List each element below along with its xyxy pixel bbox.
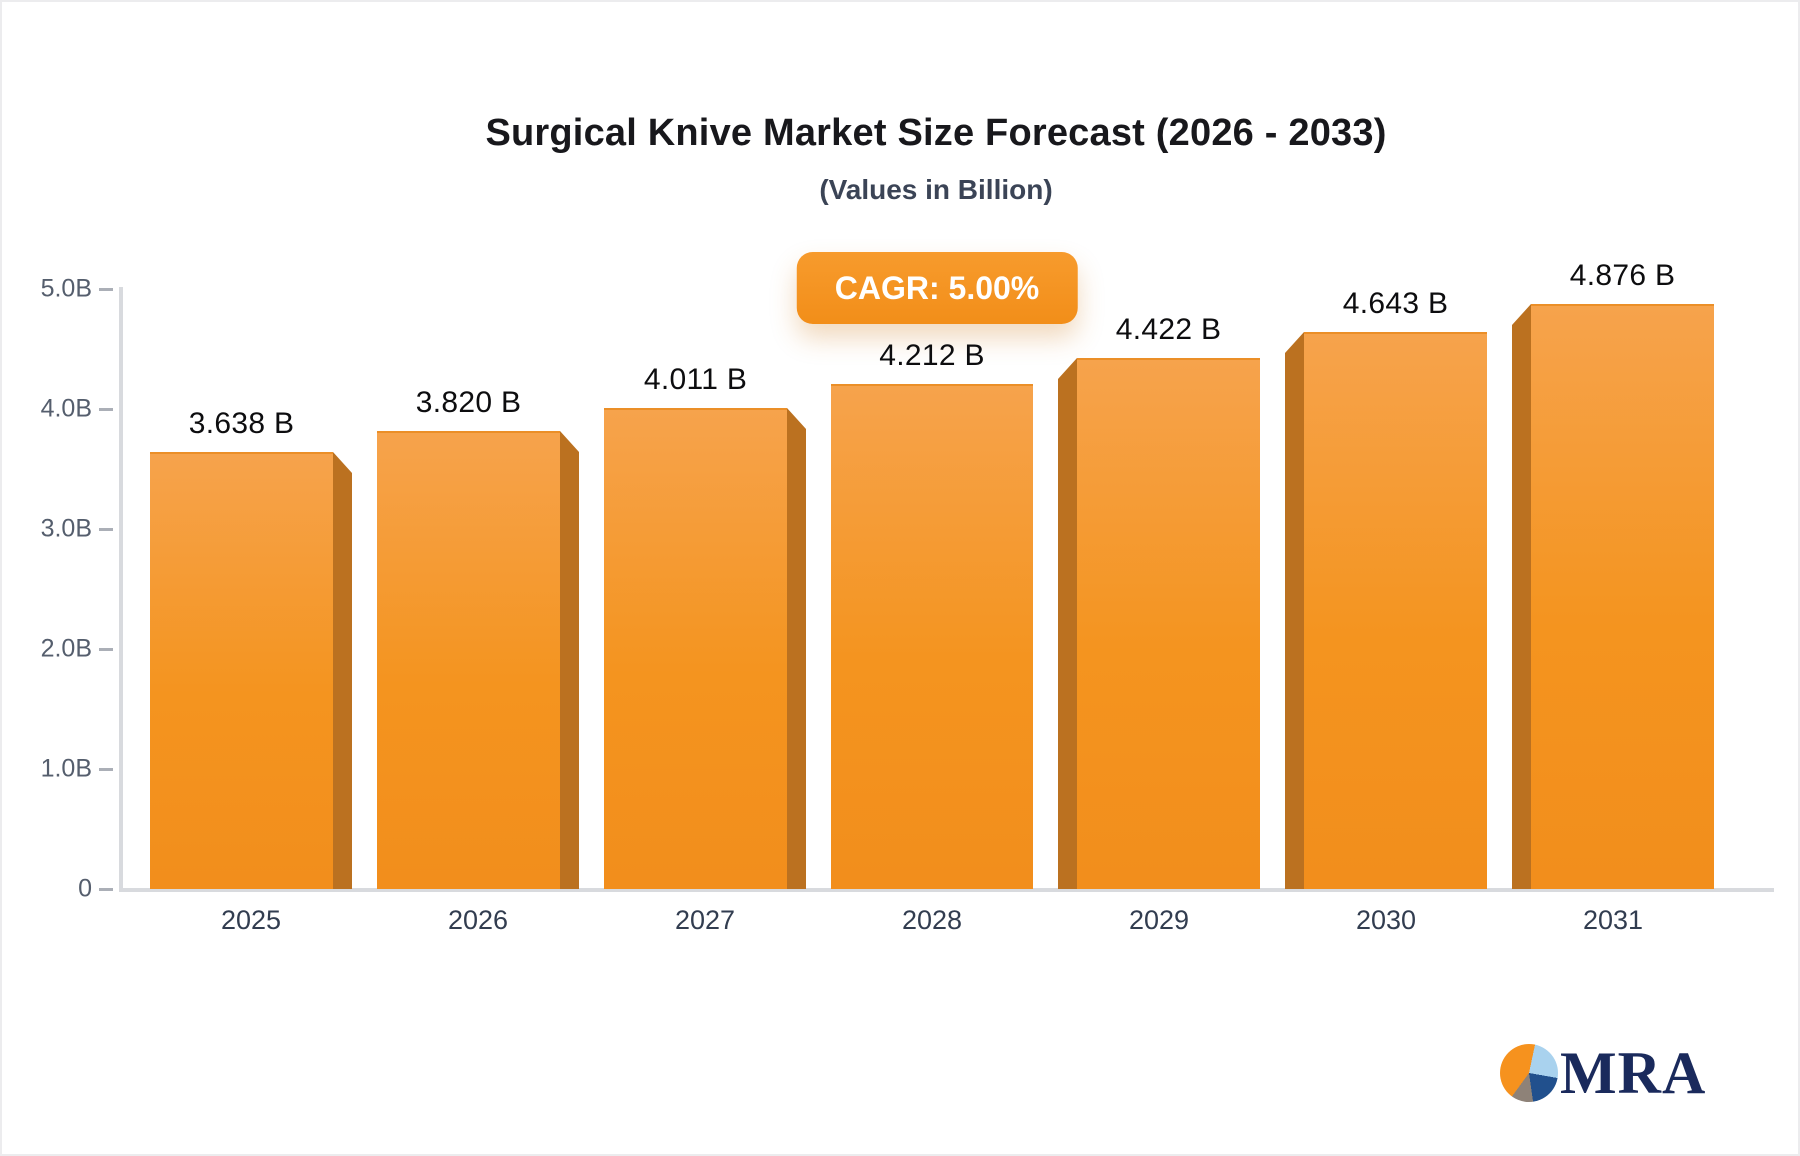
x-tick-label: 2029 [1128,905,1190,935]
x-tick-label: 2025 [220,905,282,935]
x-tick-label: 2028 [901,905,963,935]
y-axis-line [119,287,123,891]
bar-value-label: 3.820 B [415,386,522,419]
y-tick-mark [99,648,113,651]
bar-value-label: 4.876 B [1569,259,1676,292]
bar-2025 [150,452,352,889]
bar-side-shade [1512,304,1531,889]
bar-side-shade [1285,332,1304,889]
bar-side-shade [560,431,579,889]
chart-title: Surgical Knive Market Size Forecast (202… [485,112,1387,154]
y-tick-label: 4.0B [40,394,92,423]
y-tick-mark [99,888,113,891]
brand-logo-text: MRA [1560,1039,1707,1106]
y-tick-mark [99,288,113,291]
x-axis-line [119,888,1774,892]
bar-value-label: 4.011 B [643,363,748,396]
y-tick-label: 3.0B [40,514,92,543]
bar-face [831,384,1033,889]
bar-side-shade [333,452,352,889]
x-tick-label: 2031 [1582,905,1644,935]
y-tick-mark [99,408,113,411]
bar-side-shade [787,408,806,889]
bar-2026 [377,431,579,889]
bar-face [604,408,787,889]
y-tick-label: 5.0B [40,274,92,303]
bar-2029 [1058,358,1260,889]
bar-value-label: 4.422 B [1115,313,1222,346]
bar-face [150,452,333,889]
bar-2028 [831,384,1033,889]
cagr-badge: CAGR: 5.00% [796,252,1078,324]
brand-logo: MRA [1500,1040,1706,1106]
x-tick-label: 2027 [674,905,736,935]
pie-chart-logo-icon [1500,1044,1558,1102]
y-tick-label: 1.0B [40,754,92,783]
y-tick-label: 0 [78,874,92,903]
x-tick-label: 2026 [447,905,509,935]
bar-face [1531,304,1714,889]
y-tick-mark [99,528,113,531]
bar-face [377,431,560,889]
bar-side-shade [1058,358,1077,889]
bar-2027 [604,408,806,889]
bar-2030 [1285,332,1487,889]
bar-face [1304,332,1487,889]
x-tick-label: 2030 [1355,905,1417,935]
bar-value-label: 4.212 B [879,339,985,372]
y-tick-mark [99,768,113,771]
bar-face [1077,358,1260,889]
bar-2031 [1512,304,1714,889]
y-tick-label: 2.0B [40,634,92,663]
chart-subtitle: (Values in Billion) [819,174,1053,205]
bar-value-label: 3.638 B [188,407,295,440]
bar-value-label: 4.643 B [1342,287,1449,320]
